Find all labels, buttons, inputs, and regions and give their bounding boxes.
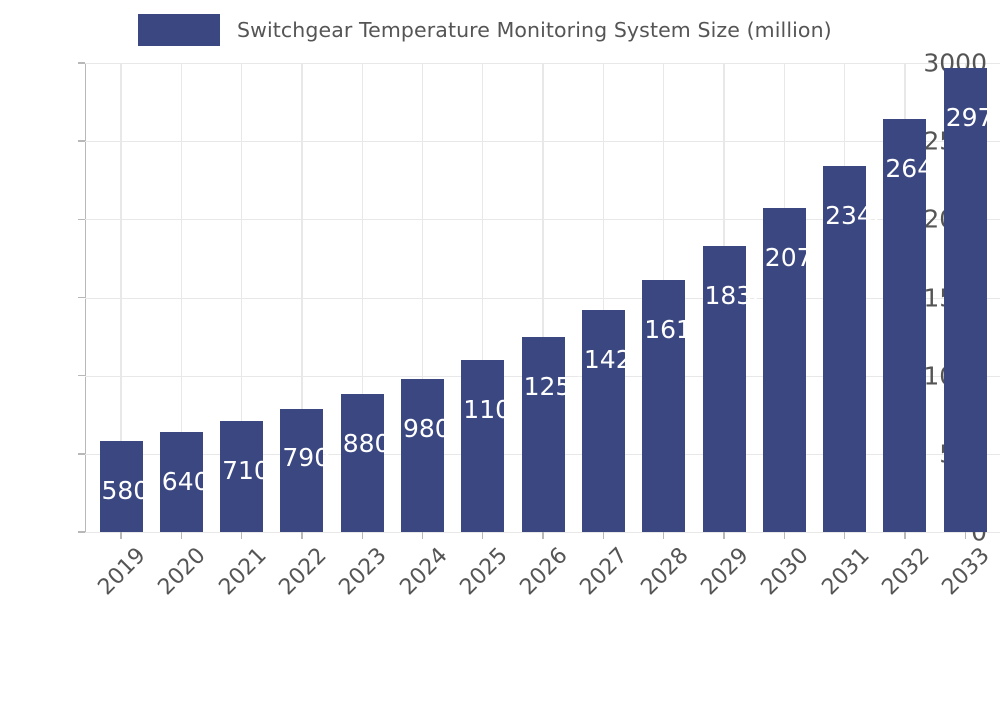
y-tick-mark [78, 218, 85, 221]
x-tick-mark [904, 532, 906, 539]
y-tick-mark [78, 62, 85, 64]
bar [461, 360, 505, 532]
bar [943, 67, 987, 532]
y-tick-mark [78, 140, 85, 142]
bar [642, 280, 686, 532]
bar [401, 378, 444, 532]
gridline-vertical [180, 63, 182, 532]
legend-label: Switchgear Temperature Monitoring System… [237, 18, 832, 42]
bar [762, 208, 806, 532]
bar-chart-figure: Switchgear Temperature Monitoring System… [78, 10, 1000, 601]
x-tick-mark [240, 532, 243, 539]
y-tick-mark [78, 531, 85, 533]
bar-value-label: 1100 [463, 395, 527, 425]
x-tick-mark [602, 532, 605, 539]
bar-value-label: 790 [282, 443, 331, 473]
bar-value-label: 2070 [764, 243, 829, 273]
bar-value-label: 1830 [704, 280, 769, 310]
bar [883, 119, 927, 532]
y-tick-mark [78, 453, 85, 455]
bar [702, 245, 746, 532]
gridline-vertical [602, 63, 605, 532]
x-tick-mark [180, 532, 182, 539]
plot-area: 050010001500200025003000 201920202021202… [78, 49, 1000, 600]
bar-value-label: 640 [161, 466, 210, 496]
bar-value-label: 2340 [825, 201, 889, 231]
bar [99, 441, 143, 532]
x-tick-mark [783, 532, 785, 539]
gridline-vertical [361, 63, 363, 532]
x-tick-mark [120, 532, 122, 539]
gridline-vertical [542, 63, 544, 532]
x-tick-mark [301, 532, 303, 539]
gridline-vertical [301, 63, 303, 532]
bar-value-label: 2970 [945, 102, 1000, 132]
bar [220, 421, 264, 532]
legend-color-swatch [138, 14, 220, 46]
bar-value-label: 1610 [644, 315, 708, 345]
gridline-vertical [240, 63, 243, 532]
bar-value-label: 980 [403, 413, 451, 443]
gridline-vertical [120, 63, 122, 532]
bar-value-label: 1420 [583, 345, 648, 374]
y-tick-mark [78, 296, 85, 299]
gridline-vertical [421, 63, 424, 532]
bar-value-label: 880 [342, 429, 391, 459]
x-tick-mark [723, 532, 725, 539]
gridline-vertical [482, 63, 484, 532]
x-tick-mark [663, 532, 665, 539]
bar [340, 394, 384, 532]
chart-legend: Switchgear Temperature Monitoring System… [138, 10, 832, 50]
bar-value-label: 710 [222, 456, 270, 485]
bar [159, 431, 203, 532]
x-tick-mark [361, 532, 363, 539]
bar [521, 336, 565, 532]
bar-value-label: 580 [101, 476, 150, 506]
x-tick-mark [964, 532, 966, 539]
x-tick-mark [421, 532, 424, 539]
x-tick-mark [843, 532, 846, 539]
x-tick-mark [482, 532, 484, 539]
bar [581, 310, 625, 532]
y-tick-mark [78, 374, 85, 377]
bar [280, 408, 324, 532]
bar-value-label: 1250 [523, 371, 588, 401]
bar [823, 166, 867, 532]
x-tick-mark [542, 532, 544, 539]
bar-value-label: 2640 [885, 154, 950, 184]
